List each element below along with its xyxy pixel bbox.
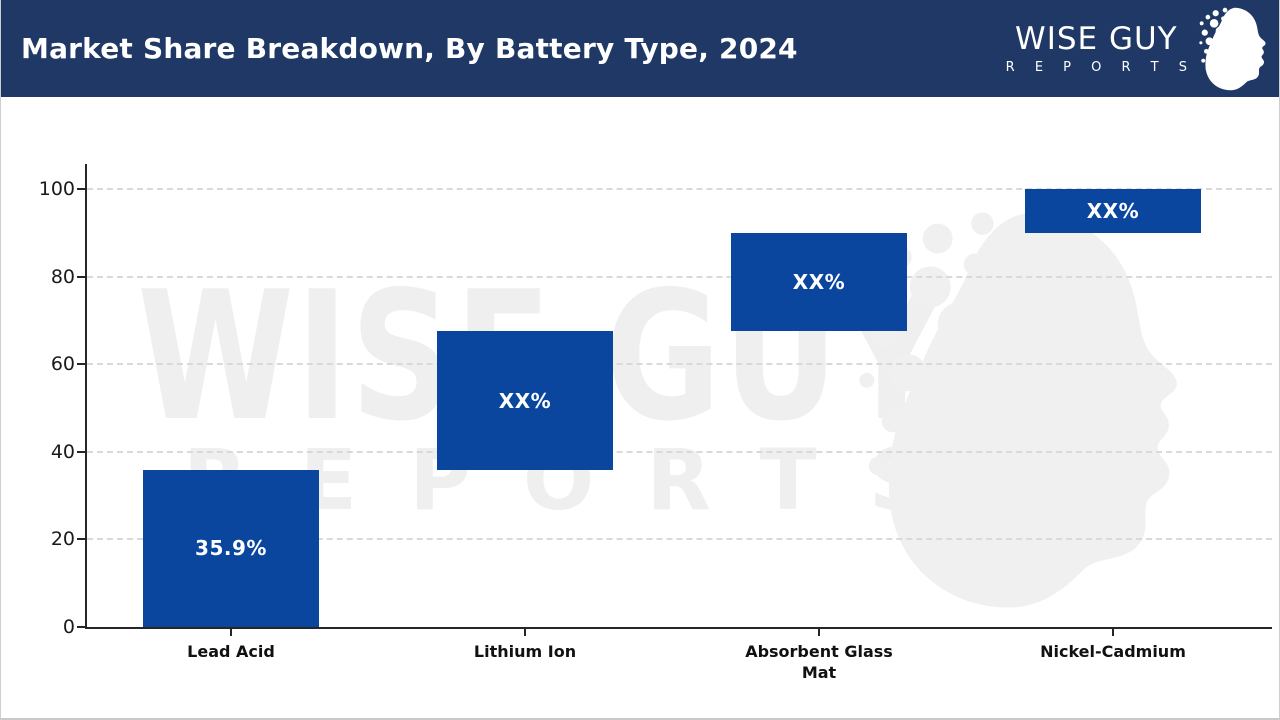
y-tick-mark [77, 450, 85, 453]
y-axis-line [85, 164, 87, 629]
x-tick-mark [1112, 629, 1114, 636]
y-tick-mark [77, 275, 85, 278]
wiseguy-logo-text: WISE GUY R E P O R T S [998, 20, 1195, 75]
y-tick-mark [77, 626, 85, 628]
bar-value-label: XX% [1086, 198, 1140, 223]
x-axis-category-label: Absorbent Glass Mat [704, 641, 934, 683]
bar-segment: XX% [1025, 189, 1201, 233]
y-tick-mark [77, 363, 85, 366]
page-title: Market Share Breakdown, By Battery Type,… [21, 32, 798, 65]
x-axis-line [85, 627, 1272, 629]
gridline [87, 450, 1272, 453]
bar-value-label: 35.9% [195, 536, 267, 561]
gridline [87, 363, 1272, 366]
logo-wiseguy-label: WISE GUY [1015, 20, 1178, 57]
x-axis-category-label-line: Nickel-Cadmium [1040, 642, 1186, 661]
gridline [87, 538, 1272, 541]
bar-value-label: XX% [498, 388, 552, 413]
x-tick-mark [230, 629, 232, 636]
bar-segment: 35.9% [143, 469, 319, 627]
x-axis-category-label-line: Lead Acid [187, 642, 275, 661]
bar-segment: XX% [437, 331, 613, 470]
y-tick-mark [77, 538, 85, 541]
logo-reports-label: R E P O R T S [1005, 59, 1195, 75]
bar-value-label: XX% [792, 270, 846, 295]
x-axis-category-label: Lithium Ion [410, 641, 640, 662]
y-tick-label: 80 [50, 265, 75, 288]
y-tick-label: 100 [38, 178, 75, 200]
y-tick-label: 20 [50, 528, 75, 551]
x-axis-category-label-line: Lithium Ion [473, 642, 577, 661]
y-tick-label: 0 [62, 616, 75, 638]
x-tick-mark [524, 629, 526, 636]
x-axis-category-label: Nickel-Cadmium [998, 641, 1228, 662]
x-axis-category-label-line: Mat [801, 663, 837, 682]
x-axis-category-label-line: Absorbent Glass [745, 642, 893, 661]
wiseguy-logo: WISE GUY R E P O R T S [998, 6, 1267, 92]
y-tick-mark [77, 188, 85, 190]
bar-segment: XX% [731, 232, 907, 332]
y-tick-label: 60 [50, 353, 75, 376]
gridline [87, 275, 1272, 278]
x-axis-category-label: Lead Acid [116, 641, 346, 662]
gridline [87, 188, 1272, 190]
y-tick-label: 40 [50, 440, 75, 463]
wiseguy-face-icon [1199, 7, 1266, 90]
header-bar: Market Share Breakdown, By Battery Type,… [1, 0, 1279, 97]
x-tick-mark [818, 629, 820, 636]
